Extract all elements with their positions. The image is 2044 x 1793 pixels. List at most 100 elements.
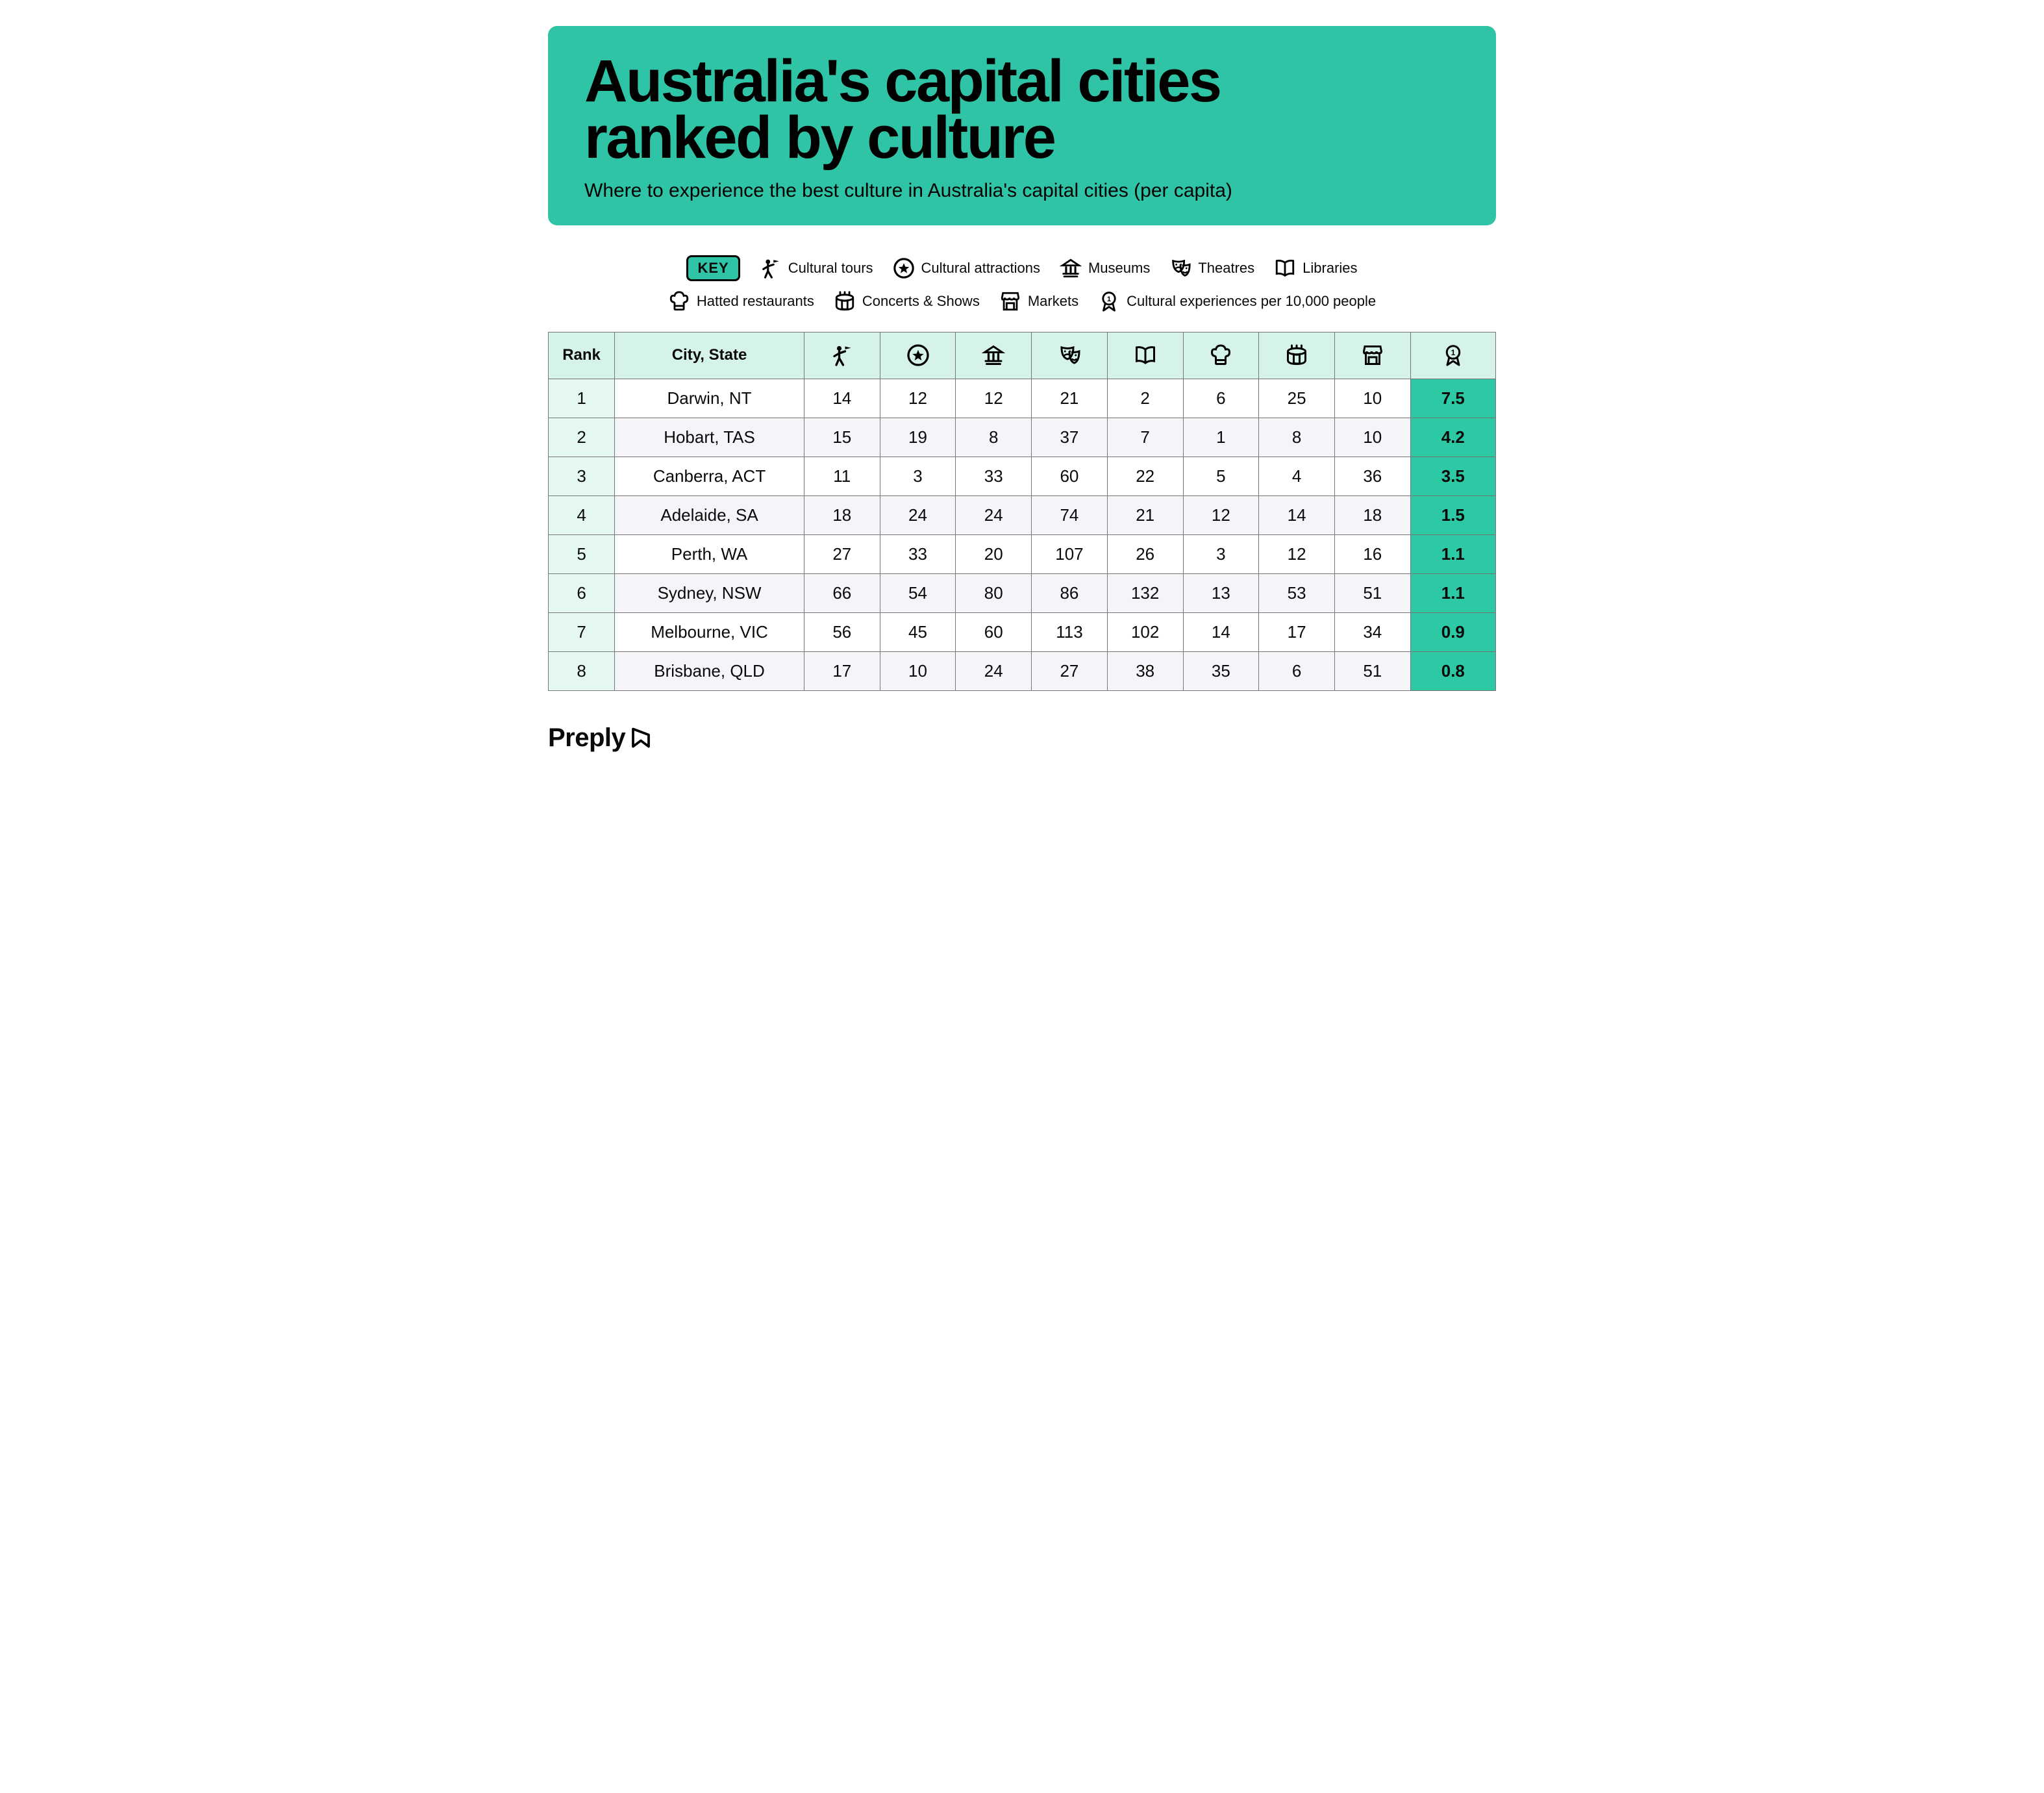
score-cell: 1.1 [1410,534,1495,573]
legend-item-label: Museums [1088,260,1150,277]
rank-cell: 1 [549,379,615,418]
rank-cell: 4 [549,495,615,534]
legend-item-label: Cultural tours [788,260,873,277]
metric-cell-concert: 53 [1259,573,1335,612]
col-header-star [880,332,956,379]
city-cell: Perth, WA [615,534,804,573]
table-row: 5Perth, WA27332010726312161.1 [549,534,1496,573]
metric-cell-concert: 4 [1259,457,1335,495]
table-row: 1Darwin, NT141212212625107.5 [549,379,1496,418]
metric-cell-book: 132 [1107,573,1183,612]
market-icon [999,290,1021,312]
metric-cell-market: 10 [1334,379,1410,418]
legend-item-chef: Hatted restaurants [668,290,814,312]
metric-cell-theatre: 60 [1032,457,1108,495]
rank-cell: 7 [549,612,615,651]
legend-item-theatre: Theatres [1169,257,1254,279]
metric-cell-concert: 12 [1259,534,1335,573]
rank-cell: 2 [549,418,615,457]
chef-icon [1209,344,1232,367]
metric-cell-museum: 8 [956,418,1032,457]
legend-item-ribbon: Cultural experiences per 10,000 people [1098,290,1376,312]
city-cell: Adelaide, SA [615,495,804,534]
metric-cell-book: 21 [1107,495,1183,534]
table-row: 8Brisbane, QLD1710242738356510.8 [549,651,1496,690]
col-header-chef [1183,332,1259,379]
col-header-tours [804,332,880,379]
metric-cell-theatre: 86 [1032,573,1108,612]
metric-cell-tours: 18 [804,495,880,534]
infographic-page: Australia's capital cities ranked by cul… [548,26,1496,753]
metric-cell-star: 54 [880,573,956,612]
rank-cell: 6 [549,573,615,612]
metric-cell-museum: 20 [956,534,1032,573]
concert-icon [834,290,856,312]
rank-cell: 3 [549,457,615,495]
legend-item-star: Cultural attractions [893,257,1040,279]
score-cell: 0.9 [1410,612,1495,651]
title-line-2: ranked by culture [584,105,1054,171]
metric-cell-chef: 6 [1183,379,1259,418]
metric-cell-concert: 25 [1259,379,1335,418]
metric-cell-book: 2 [1107,379,1183,418]
metric-cell-star: 12 [880,379,956,418]
page-subtitle: Where to experience the best culture in … [584,180,1460,202]
score-cell: 3.5 [1410,457,1495,495]
col-header-city: City, State [615,332,804,379]
metric-cell-book: 22 [1107,457,1183,495]
metric-cell-concert: 8 [1259,418,1335,457]
city-cell: Brisbane, QLD [615,651,804,690]
table-row: 6Sydney, NSW665480861321353511.1 [549,573,1496,612]
city-cell: Melbourne, VIC [615,612,804,651]
score-cell: 4.2 [1410,418,1495,457]
city-cell: Sydney, NSW [615,573,804,612]
score-cell: 7.5 [1410,379,1495,418]
col-header-museum [956,332,1032,379]
metric-cell-museum: 60 [956,612,1032,651]
metric-cell-chef: 5 [1183,457,1259,495]
star-icon [906,344,930,367]
metric-cell-star: 45 [880,612,956,651]
metric-cell-book: 102 [1107,612,1183,651]
metric-cell-market: 16 [1334,534,1410,573]
metric-cell-tours: 66 [804,573,880,612]
metric-cell-museum: 33 [956,457,1032,495]
metric-cell-chef: 3 [1183,534,1259,573]
metric-cell-market: 51 [1334,573,1410,612]
museum-icon [982,344,1005,367]
metric-cell-museum: 80 [956,573,1032,612]
col-header-rank: Rank [549,332,615,379]
metric-cell-theatre: 113 [1032,612,1108,651]
metric-cell-book: 26 [1107,534,1183,573]
ribbon-icon [1098,290,1120,312]
theatre-icon [1058,344,1081,367]
legend-item-market: Markets [999,290,1078,312]
legend-item-label: Theatres [1198,260,1254,277]
metric-cell-theatre: 27 [1032,651,1108,690]
metric-cell-market: 51 [1334,651,1410,690]
page-title: Australia's capital cities ranked by cul… [584,53,1460,167]
table-row: 7Melbourne, VIC5645601131021417340.9 [549,612,1496,651]
metric-cell-tours: 56 [804,612,880,651]
rank-cell: 8 [549,651,615,690]
hero-panel: Australia's capital cities ranked by cul… [548,26,1496,225]
metric-cell-market: 34 [1334,612,1410,651]
legend-label: KEY [686,255,740,281]
tours-icon [830,344,854,367]
metric-cell-tours: 14 [804,379,880,418]
metric-cell-tours: 17 [804,651,880,690]
table-row: 4Adelaide, SA18242474211214181.5 [549,495,1496,534]
metric-cell-tours: 27 [804,534,880,573]
tours-icon [760,257,782,279]
col-header-book [1107,332,1183,379]
metric-cell-chef: 1 [1183,418,1259,457]
metric-cell-star: 19 [880,418,956,457]
metric-cell-market: 10 [1334,418,1410,457]
preply-icon [629,726,653,749]
brand-logo: Preply [548,723,1496,753]
metric-cell-star: 3 [880,457,956,495]
col-header-theatre [1032,332,1108,379]
legend: KEY Cultural tours Cultural attractions Mus… [595,255,1449,312]
metric-cell-chef: 35 [1183,651,1259,690]
metric-cell-book: 7 [1107,418,1183,457]
